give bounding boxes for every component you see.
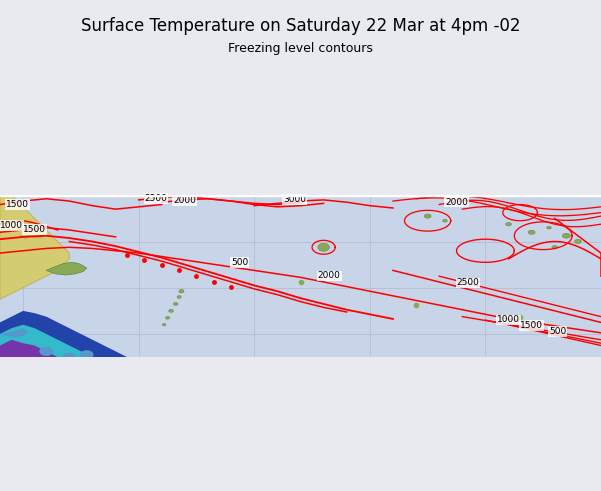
Polygon shape	[46, 262, 87, 275]
Polygon shape	[0, 195, 69, 300]
Text: 2000: 2000	[173, 196, 197, 205]
Text: 2500: 2500	[457, 278, 480, 287]
Text: Surface Temperature on Saturday 22 Mar at 4pm -02: Surface Temperature on Saturday 22 Mar a…	[81, 17, 520, 35]
Polygon shape	[547, 226, 551, 229]
Text: Freezing level contours: Freezing level contours	[228, 42, 373, 55]
Text: 1000: 1000	[497, 315, 520, 325]
Text: 2000: 2000	[318, 272, 341, 280]
Text: 1500: 1500	[23, 225, 46, 234]
Polygon shape	[165, 316, 169, 319]
Polygon shape	[40, 347, 53, 356]
Text: 500: 500	[549, 327, 566, 336]
Polygon shape	[552, 246, 558, 249]
Polygon shape	[177, 296, 182, 299]
Polygon shape	[21, 233, 29, 239]
Polygon shape	[179, 290, 184, 293]
Text: 2500: 2500	[144, 194, 167, 203]
Text: 500: 500	[231, 258, 248, 267]
Polygon shape	[424, 214, 431, 218]
Polygon shape	[528, 230, 535, 234]
Polygon shape	[0, 328, 29, 337]
Polygon shape	[173, 302, 178, 305]
Polygon shape	[169, 309, 173, 312]
Polygon shape	[563, 233, 570, 238]
Polygon shape	[0, 311, 127, 357]
Polygon shape	[0, 325, 93, 357]
Text: 1000: 1000	[0, 220, 23, 230]
Text: 1500: 1500	[6, 200, 29, 209]
Polygon shape	[162, 324, 166, 326]
Polygon shape	[29, 230, 44, 238]
Polygon shape	[318, 243, 329, 251]
Text: 1500: 1500	[520, 321, 543, 330]
Polygon shape	[505, 222, 511, 226]
Text: 3000: 3000	[283, 195, 306, 204]
Polygon shape	[63, 353, 76, 362]
Polygon shape	[443, 219, 447, 222]
Polygon shape	[80, 350, 94, 359]
Polygon shape	[575, 240, 581, 244]
Polygon shape	[0, 340, 58, 357]
Circle shape	[16, 226, 19, 229]
Bar	[0, 195, 601, 196]
Text: 2000: 2000	[445, 197, 468, 207]
